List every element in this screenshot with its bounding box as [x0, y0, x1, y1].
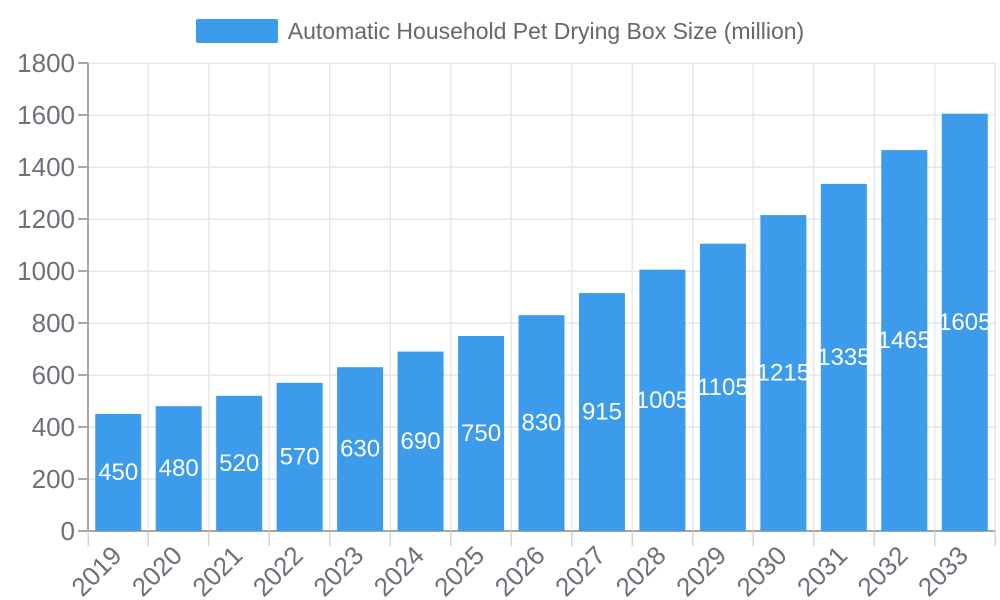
x-axis-label-2029: 2029: [670, 540, 732, 600]
bar-2022[interactable]: [276, 382, 323, 531]
y-axis-label: 1200: [17, 204, 75, 234]
y-axis-label: 800: [32, 308, 75, 338]
bar-2023[interactable]: [337, 367, 384, 531]
bar-value-label-2025: 750: [461, 420, 501, 447]
legend[interactable]: Automatic Household Pet Drying Box Size …: [0, 14, 1000, 48]
bar-value-label-2023: 630: [340, 436, 380, 463]
x-axis-label-2027: 2027: [549, 540, 611, 600]
x-axis-label-2022: 2022: [247, 540, 309, 600]
bar-value-label-2031: 1335: [817, 344, 870, 371]
x-axis-label-2026: 2026: [489, 540, 551, 600]
bar-value-label-2030: 1215: [757, 360, 810, 387]
bar-2031[interactable]: [820, 183, 867, 531]
bar-value-label-2020: 480: [159, 455, 199, 482]
x-axis-label-2019: 2019: [65, 540, 127, 600]
bar-2024[interactable]: [397, 351, 444, 531]
bar-2027[interactable]: [578, 293, 625, 531]
y-axis-label: 1800: [17, 48, 75, 78]
bar-2030[interactable]: [760, 215, 807, 531]
bar-2028[interactable]: [639, 269, 686, 531]
x-axis-label-2025: 2025: [428, 540, 490, 600]
y-axis-label: 1600: [17, 100, 75, 130]
bar-2020[interactable]: [155, 406, 202, 531]
bar-2033[interactable]: [941, 113, 988, 531]
bar-value-label-2019: 450: [98, 459, 138, 486]
bar-value-label-2022: 570: [280, 443, 320, 470]
x-axis-label-2030: 2030: [730, 540, 792, 600]
bar-2032[interactable]: [881, 150, 928, 531]
y-axis-label: 0: [61, 516, 75, 546]
y-axis-label: 1400: [17, 152, 75, 182]
x-axis-label-2031: 2031: [791, 540, 853, 600]
y-axis-label: 600: [32, 360, 75, 390]
bar-2025[interactable]: [458, 336, 505, 531]
y-axis-label: 200: [32, 464, 75, 494]
bar-value-label-2026: 830: [521, 410, 561, 437]
x-axis-label-2028: 2028: [610, 540, 672, 600]
x-axis-label-2020: 2020: [126, 540, 188, 600]
x-axis-label-2023: 2023: [307, 540, 369, 600]
x-axis-label-2032: 2032: [851, 540, 913, 600]
bar-2029[interactable]: [699, 243, 746, 531]
bar-2026[interactable]: [518, 315, 565, 531]
bar-2019[interactable]: [95, 414, 142, 531]
bar-value-label-2032: 1465: [878, 327, 931, 354]
bar-value-label-2027: 915: [582, 399, 622, 426]
bar-value-label-2029: 1105: [697, 374, 749, 401]
y-axis-label: 400: [32, 412, 75, 442]
legend-swatch: [195, 19, 278, 43]
x-axis-label-2024: 2024: [368, 540, 430, 600]
bar-value-label-2024: 690: [401, 428, 441, 455]
bar-value-label-2028: 1005: [636, 387, 689, 414]
x-axis-label-2033: 2033: [912, 540, 974, 600]
y-axis-label: 1000: [17, 256, 75, 286]
x-axis-label-2021: 2021: [186, 540, 248, 600]
legend-label: Automatic Household Pet Drying Box Size …: [287, 17, 805, 44]
bar-value-label-2033: 1605: [938, 309, 991, 336]
bar-2021[interactable]: [216, 395, 263, 531]
bar-value-label-2021: 520: [219, 450, 259, 477]
